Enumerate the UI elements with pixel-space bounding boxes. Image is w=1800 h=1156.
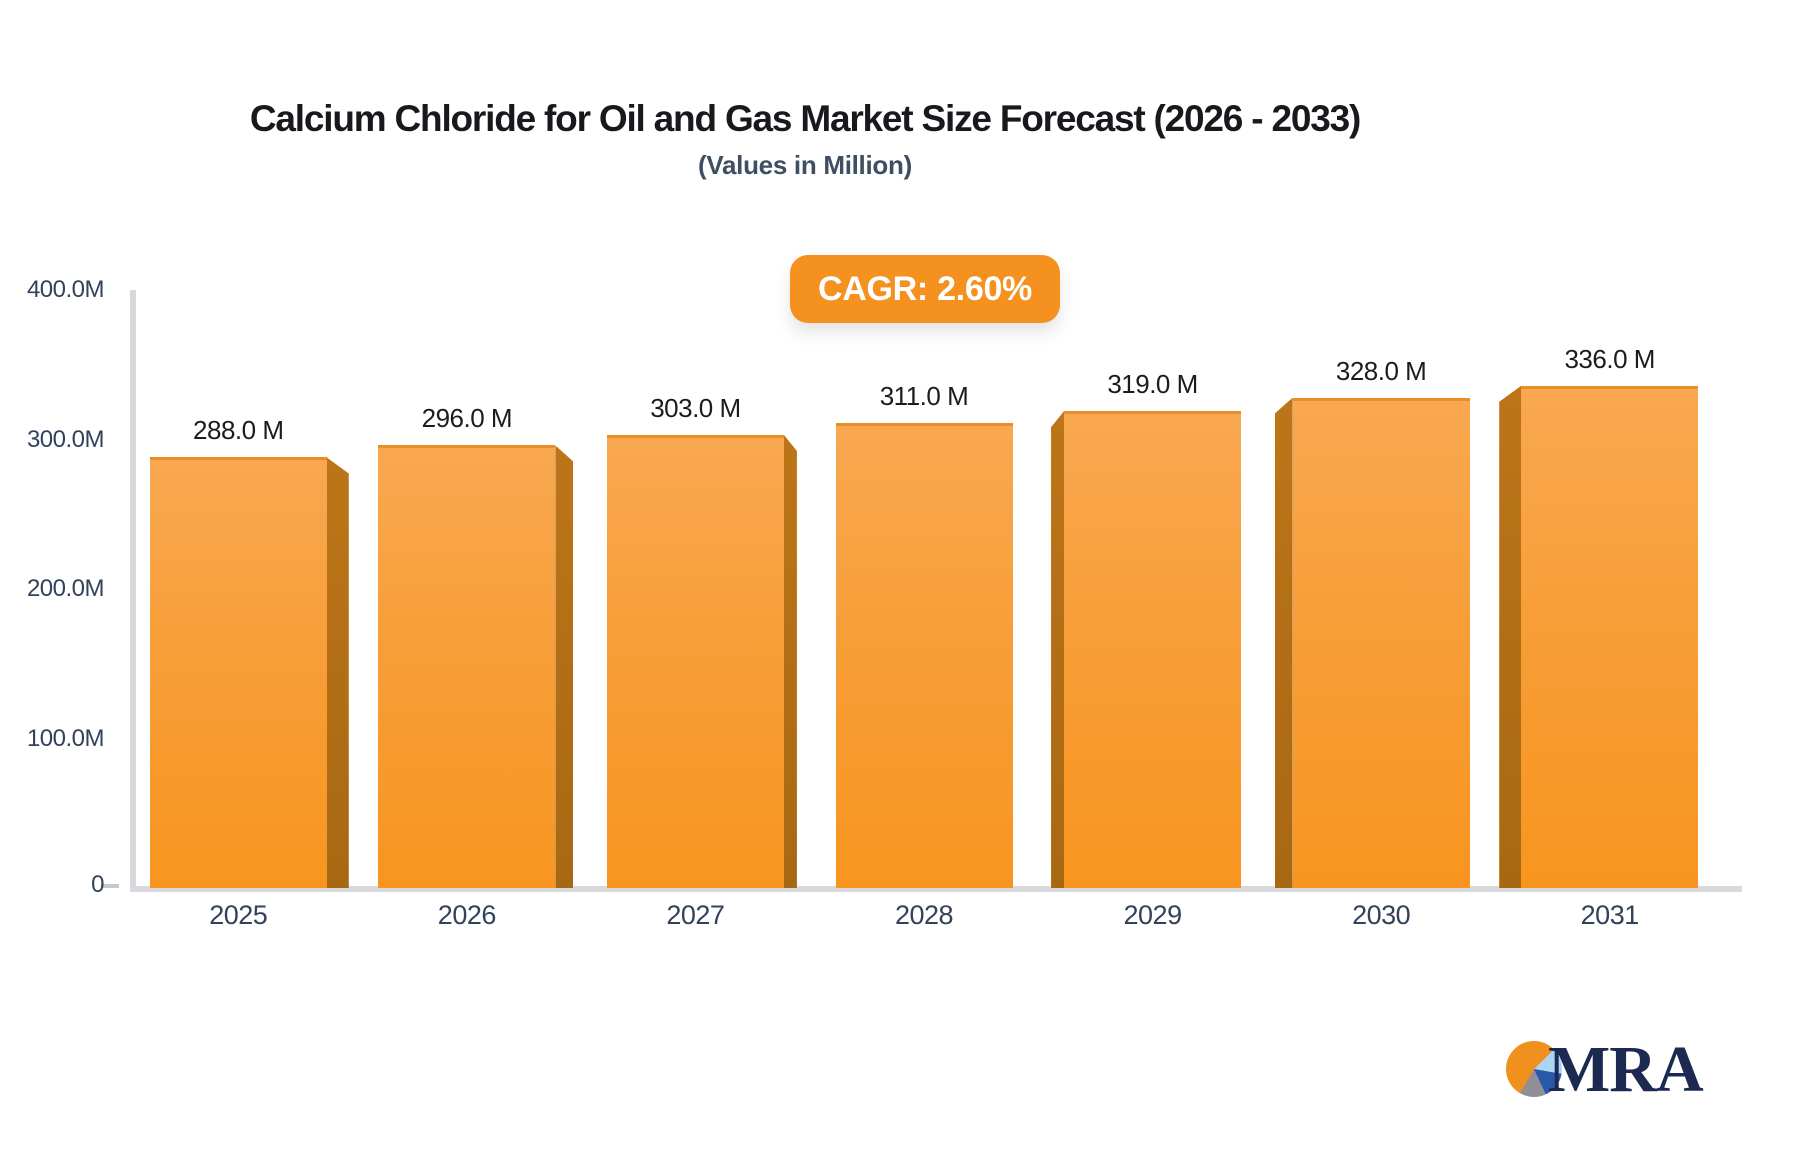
bar-2028 [835, 423, 1013, 888]
bar-2027 [606, 435, 784, 888]
bar-2025-side-face [326, 457, 349, 888]
bar-2030 [1292, 397, 1470, 888]
y-tick-label: 0 [91, 871, 104, 898]
y-tick-label: 200.0M [26, 575, 105, 602]
bar-value-label: 328.0 M [1335, 355, 1427, 386]
bar-2029 [1064, 411, 1242, 888]
bar-value-label: 319.0 M [1107, 369, 1198, 400]
y-tick-label: 100.0M [26, 724, 105, 752]
x-tick-label: 2025 [209, 900, 268, 930]
bar-value-label: 303.0 M [650, 393, 741, 424]
y-tick-label: 400.0M [26, 276, 105, 303]
x-tick-label: 2030 [1352, 900, 1411, 930]
x-tick-label: 2031 [1580, 900, 1640, 930]
bar-2026 [378, 445, 556, 888]
bar-value-label: 336.0 M [1564, 343, 1655, 374]
x-axis-line [130, 886, 1742, 892]
bar-2030-side-face [1274, 397, 1293, 888]
bar-2031-side-face [1499, 385, 1522, 888]
pie-chart-icon [1506, 1041, 1562, 1097]
bar-2026-side-face [555, 445, 574, 888]
bar-value-label: 296.0 M [421, 403, 513, 434]
bar-value-label: 288.0 M [193, 415, 284, 446]
chart-subtitle: (Values in Million) [698, 150, 912, 180]
zero-tick-mark [101, 884, 119, 888]
x-tick-label: 2027 [666, 900, 725, 930]
bar-2029-side-face [1051, 411, 1065, 888]
x-tick-label: 2029 [1123, 900, 1183, 930]
bar-2031 [1521, 385, 1699, 888]
chart-title: Calcium Chloride for Oil and Gas Market … [249, 98, 1361, 139]
x-tick-label: 2028 [894, 900, 954, 930]
x-tick-label: 2026 [437, 900, 497, 930]
y-axis-line [130, 290, 136, 888]
cagr-badge: CAGR: 2.60% [790, 255, 1060, 323]
bar-value-label: 311.0 M [879, 381, 969, 412]
y-tick-label: 300.0M [26, 425, 105, 453]
plot-area: 288.0 M 296.0 M 303.0 M 311.0 M 319.0 M 328.0… [124, 290, 1724, 888]
logo-text: MRA [1548, 1033, 1704, 1106]
mra-logo: MRA [1506, 1020, 1766, 1120]
bar-2027-side-face [783, 435, 797, 888]
bar-2025 [149, 457, 327, 888]
